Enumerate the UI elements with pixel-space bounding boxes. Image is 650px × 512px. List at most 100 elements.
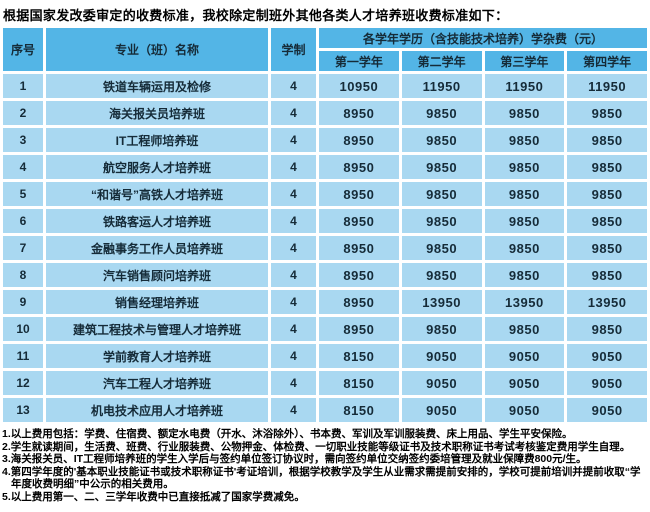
row-fee: 9050	[567, 371, 647, 395]
row-fee: 9850	[484, 317, 565, 341]
year-header-2: 第二学年	[401, 51, 482, 71]
row-fee: 9050	[484, 398, 565, 422]
row-fee: 9850	[484, 182, 565, 206]
row-fee: 8950	[319, 101, 399, 125]
table-row: 11 学前教育人才培养班 4 8150 9050 9050 9050	[3, 344, 647, 368]
row-index: 4	[3, 155, 43, 179]
row-duration: 4	[271, 344, 316, 368]
table-row: 8 汽车销售顾问培养班 4 8950 9850 9850 9850	[3, 263, 647, 287]
row-fee: 9050	[484, 344, 565, 368]
row-major: 汽车工程人才培养班	[46, 371, 268, 395]
row-duration: 4	[271, 263, 316, 287]
row-fee: 9850	[401, 236, 482, 260]
row-major: 汽车销售顾问培养班	[46, 263, 268, 287]
row-index: 1	[3, 74, 43, 98]
note-4: 4.第四学年度的'基本职业技能证书或技术职称证书'考证培训，根据学校教学及学生从…	[2, 465, 641, 491]
row-fee: 8950	[319, 236, 399, 260]
row-fee: 8950	[319, 317, 399, 341]
row-fee: 9850	[401, 128, 482, 152]
row-fee: 9850	[401, 263, 482, 287]
row-duration: 4	[271, 398, 316, 422]
row-fee: 9850	[567, 263, 647, 287]
row-duration: 4	[271, 155, 316, 179]
row-fee: 11950	[567, 74, 647, 98]
row-duration: 4	[271, 101, 316, 125]
row-fee: 9850	[567, 155, 647, 179]
row-major: 航空服务人才培养班	[46, 155, 268, 179]
row-index: 13	[3, 398, 43, 422]
col-header-fees-group: 各学年学历（含技能技术培养）学杂费（元）	[319, 28, 647, 48]
row-major: 海关报关员培养班	[46, 101, 268, 125]
row-fee: 9850	[401, 317, 482, 341]
row-fee: 9850	[484, 236, 565, 260]
row-duration: 4	[271, 209, 316, 233]
year-header-1: 第一学年	[319, 51, 399, 71]
row-fee: 10950	[319, 74, 399, 98]
row-fee: 9050	[401, 398, 482, 422]
row-fee: 9850	[484, 155, 565, 179]
row-fee: 8950	[319, 128, 399, 152]
row-fee: 8950	[319, 209, 399, 233]
col-header-duration: 学制	[271, 28, 316, 71]
row-major: “和谐号”高铁人才培养班	[46, 182, 268, 206]
row-fee: 9050	[567, 344, 647, 368]
table-row: 13 机电技术应用人才培养班 4 8150 9050 9050 9050	[3, 398, 647, 422]
row-fee: 8950	[319, 263, 399, 287]
row-fee: 13950	[484, 290, 565, 314]
note-2: 2.学生就读期间，生活费、班费、行业服装费、公物押金、体检费、一切职业技能等级证…	[2, 440, 631, 453]
note-5: 5.以上费用第一、二、三学年收费中已直接抵减了国家学费减免。	[2, 490, 305, 503]
fee-table-body: 1 铁道车辆运用及检修 4 10950 11950 11950 11950 2 海关报…	[3, 74, 647, 422]
col-header-major: 专业（班）名称	[46, 28, 268, 71]
year-header-4: 第四学年	[567, 51, 647, 71]
row-fee: 9850	[567, 209, 647, 233]
fee-table: 序号 专业（班）名称 学制 各学年学历（含技能技术培养）学杂费（元） 第一学年第…	[0, 25, 650, 425]
row-index: 6	[3, 209, 43, 233]
row-duration: 4	[271, 371, 316, 395]
row-fee: 9050	[401, 371, 482, 395]
row-index: 8	[3, 263, 43, 287]
row-major: IT工程师培养班	[46, 128, 268, 152]
row-duration: 4	[271, 74, 316, 98]
row-duration: 4	[271, 182, 316, 206]
row-major: 销售经理培养班	[46, 290, 268, 314]
row-major: 铁路客运人才培养班	[46, 209, 268, 233]
page-title: 根据国家发改委审定的收费标准，我校除定制班外其他各类人才培养班收费标准如下：	[3, 8, 509, 23]
row-fee: 9850	[401, 155, 482, 179]
row-major: 机电技术应用人才培养班	[46, 398, 268, 422]
row-fee: 9850	[567, 236, 647, 260]
row-index: 3	[3, 128, 43, 152]
row-index: 9	[3, 290, 43, 314]
row-duration: 4	[271, 317, 316, 341]
row-fee: 9850	[484, 263, 565, 287]
row-fee: 9850	[484, 128, 565, 152]
row-fee: 9850	[567, 101, 647, 125]
row-index: 7	[3, 236, 43, 260]
row-fee: 9850	[401, 182, 482, 206]
table-row: 1 铁道车辆运用及检修 4 10950 11950 11950 11950	[3, 74, 647, 98]
row-fee: 9850	[567, 317, 647, 341]
row-duration: 4	[271, 290, 316, 314]
row-fee: 8950	[319, 182, 399, 206]
year-header-3: 第三学年	[484, 51, 565, 71]
row-index: 2	[3, 101, 43, 125]
row-fee: 13950	[401, 290, 482, 314]
row-fee: 8150	[319, 344, 399, 368]
col-header-index: 序号	[3, 28, 43, 71]
row-fee: 8950	[319, 290, 399, 314]
table-row: 2 海关报关员培养班 4 8950 9850 9850 9850	[3, 101, 647, 125]
row-fee: 9850	[484, 101, 565, 125]
row-index: 11	[3, 344, 43, 368]
row-major: 建筑工程技术与管理人才培养班	[46, 317, 268, 341]
row-fee: 8950	[319, 155, 399, 179]
row-major: 金融事务工作人员培养班	[46, 236, 268, 260]
row-major: 学前教育人才培养班	[46, 344, 268, 368]
table-row: 10 建筑工程技术与管理人才培养班 4 8950 9850 9850 9850	[3, 317, 647, 341]
row-fee: 9850	[401, 101, 482, 125]
row-duration: 4	[271, 128, 316, 152]
note-1: 1.以上费用包括：学费、住宿费、额定水电费（开水、沐浴除外）、书本费、军训及军训…	[2, 428, 573, 440]
table-row: 3 IT工程师培养班 4 8950 9850 9850 9850	[3, 128, 647, 152]
row-duration: 4	[271, 236, 316, 260]
row-fee: 9850	[567, 182, 647, 206]
row-major: 铁道车辆运用及检修	[46, 74, 268, 98]
